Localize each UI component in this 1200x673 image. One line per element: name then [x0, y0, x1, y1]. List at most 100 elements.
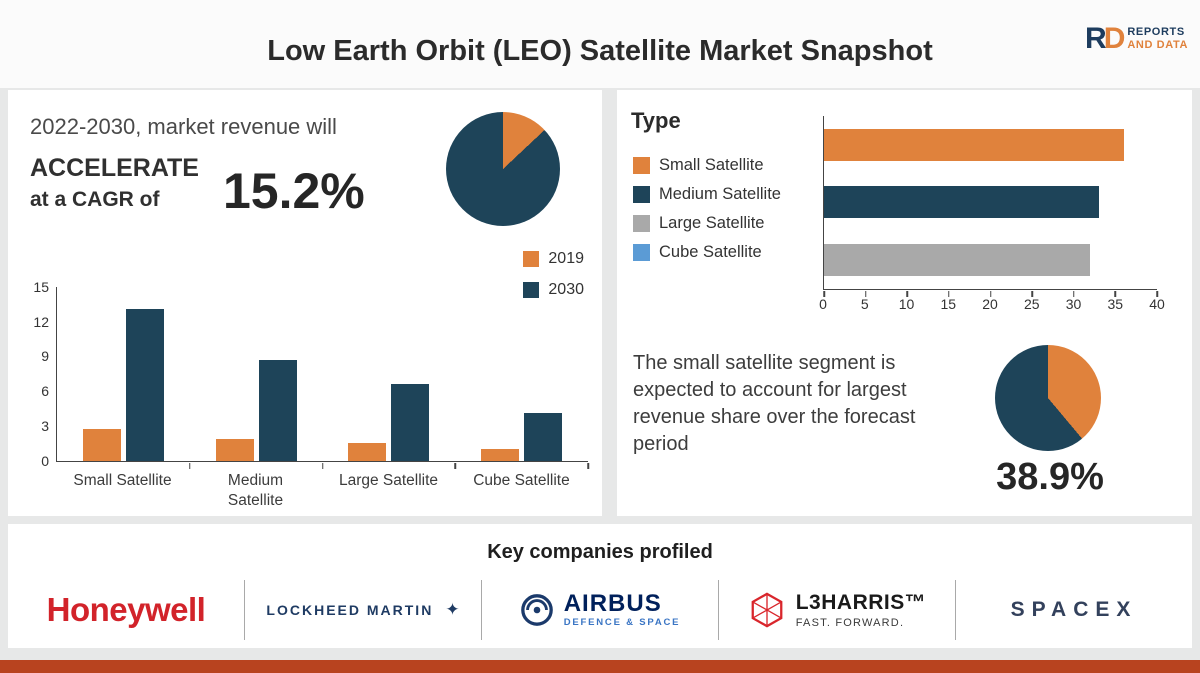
legend-swatch: [633, 215, 650, 232]
bar-large-satellite: [824, 244, 1091, 277]
cagr-row: ACCELERATE at a CAGR of 15.2%: [30, 154, 440, 219]
bar-2019: [215, 438, 254, 461]
legend-swatch: [633, 186, 650, 203]
legend-swatch: [523, 251, 540, 267]
revenue-bar-chart-categories: Small Satellite Medium Satellite Large Sat…: [56, 471, 588, 511]
axis-tick-mark: [1156, 291, 1158, 297]
axis-tick-mark: [948, 291, 950, 297]
l3harris-hexagon-icon: [748, 591, 786, 629]
axis-tick-mark: [989, 291, 992, 297]
axis-tick-mark: [1073, 291, 1075, 297]
y-axis-tick: 12: [33, 313, 49, 330]
axis-tick-mark: [321, 462, 324, 469]
l3harris-wordmark: L3HARRIS™ FAST. FORWARD.: [796, 591, 927, 629]
legend-label: Large Satellite: [659, 214, 765, 232]
company-lockheed-martin: LOCKHEED MARTIN ✦: [244, 580, 481, 640]
share-pie-chart: [995, 345, 1101, 451]
y-axis-tick: 0: [41, 452, 49, 469]
lockheed-martin-logo: LOCKHEED MARTIN: [266, 602, 434, 618]
company-l3harris: L3HARRIS™ FAST. FORWARD.: [718, 580, 955, 640]
legend-label: Cube Satellite: [659, 243, 762, 261]
bar-2019: [82, 429, 121, 461]
x-axis-tick: 15: [940, 296, 957, 312]
left-panel: 2022-2030, market revenue will ACCELERAT…: [8, 90, 602, 516]
year-legend: 2019 2030: [523, 250, 584, 299]
x-axis-tick: 35: [1107, 296, 1124, 312]
bar-group: [481, 287, 563, 461]
cagr-intro: 2022-2030, market revenue will ACCELERAT…: [30, 114, 440, 219]
x-axis-tick: 0: [819, 296, 827, 312]
bar-2030: [391, 384, 430, 461]
revenue-bar-chart: 0 3 6 9 12 15 Small Satellite Medium Satellite…: [22, 279, 589, 511]
legend-label: Small Satellite: [659, 156, 764, 174]
category-label: Small Satellite: [73, 471, 172, 489]
bar-group: [348, 287, 430, 461]
intro-line: 2022-2030, market revenue will: [30, 114, 337, 139]
y-axis-tick: 15: [33, 278, 49, 295]
y-axis-tick: 6: [41, 383, 49, 400]
bar-2030: [524, 413, 563, 461]
legend-swatch: [523, 282, 540, 298]
axis-tick-mark: [454, 462, 456, 469]
bottom-accent-bar: [0, 660, 1200, 673]
bar-2030: [125, 308, 164, 461]
y-axis-tick: 9: [41, 348, 49, 365]
type-heading: Type: [631, 108, 681, 133]
axis-tick-mark: [1114, 291, 1117, 297]
cagr-value: 15.2%: [222, 162, 365, 219]
revenue-bar-chart-plot: 0 3 6 9 12 15: [33, 279, 589, 469]
x-axis-tick: 30: [1065, 296, 1082, 312]
y-axis-tick: 3: [41, 417, 49, 434]
accelerate-label: ACCELERATE: [30, 154, 199, 182]
header: Low Earth Orbit (LEO) Satellite Market S…: [0, 0, 1200, 88]
spacex-logo: SPACEX: [1010, 598, 1138, 621]
companies-panel: Key companies profiled Honeywell LOCKHEE…: [8, 524, 1192, 648]
company-logos-row: Honeywell LOCKHEED MARTIN ✦ AIRBUS DEFEN…: [8, 580, 1192, 640]
category-label: Medium Satellite: [227, 471, 284, 509]
legend-swatch: [633, 157, 650, 174]
legend-item: 2030: [523, 281, 584, 299]
l3harris-tagline: FAST. FORWARD.: [795, 617, 905, 629]
page-title: Low Earth Orbit (LEO) Satellite Market S…: [267, 35, 933, 67]
airbus-subtitle: DEFENCE & SPACE: [563, 617, 681, 629]
x-axis-tick: 40: [1149, 296, 1165, 312]
share-value: 38.9%: [996, 456, 1104, 498]
bar-medium-satellite: [824, 186, 1099, 219]
bar-2019: [348, 443, 387, 461]
right-panel: Type Small Satellite Medium Satellite Larg…: [617, 90, 1192, 516]
axis-tick-mark: [906, 291, 908, 297]
axis-tick-mark: [823, 291, 825, 297]
legend-label: 2030: [548, 281, 584, 298]
company-honeywell: Honeywell: [8, 580, 244, 640]
x-axis-tick: 25: [1023, 296, 1040, 312]
legend-label: Medium Satellite: [659, 185, 781, 203]
airbus-wordmark: AIRBUS DEFENCE & SPACE: [563, 590, 681, 629]
reports-and-data-logo: RD REPORTS AND DATA: [1085, 24, 1188, 54]
airbus-name: AIRBUS: [563, 590, 662, 618]
legend-item: Large Satellite: [633, 214, 781, 233]
legend-item: Cube Satellite: [633, 243, 781, 262]
legend-item: 2019: [523, 250, 584, 268]
category-label: Large Satellite: [338, 471, 439, 489]
bar-2030: [258, 359, 297, 461]
l3harris-name: L3HARRIS™: [795, 590, 927, 614]
type-bar-chart-x-axis: 0 5 10 15 20 25 30 35 40: [819, 296, 1165, 316]
logo-line1: REPORTS: [1127, 26, 1185, 39]
legend-item: Medium Satellite: [633, 185, 781, 204]
bar-group: [82, 287, 164, 461]
axis-tick-mark: [864, 291, 867, 297]
lockheed-star-icon: ✦: [445, 600, 460, 619]
legend-swatch: [633, 244, 650, 261]
bar-small-satellite: [824, 128, 1124, 161]
legend-label: 2019: [548, 250, 584, 267]
companies-heading: Key companies profiled: [487, 541, 713, 563]
logo-wordmark: REPORTS AND DATA: [1127, 26, 1188, 51]
x-axis-tick: 10: [898, 296, 915, 312]
x-axis-tick: 5: [860, 296, 869, 312]
type-bar-chart-plot: [823, 116, 1158, 297]
company-airbus: AIRBUS DEFENCE & SPACE: [481, 580, 718, 640]
rd-logo-icon: RD: [1085, 22, 1125, 55]
category-label: Cube Satellite: [473, 471, 570, 489]
honeywell-logo: Honeywell: [46, 591, 206, 628]
